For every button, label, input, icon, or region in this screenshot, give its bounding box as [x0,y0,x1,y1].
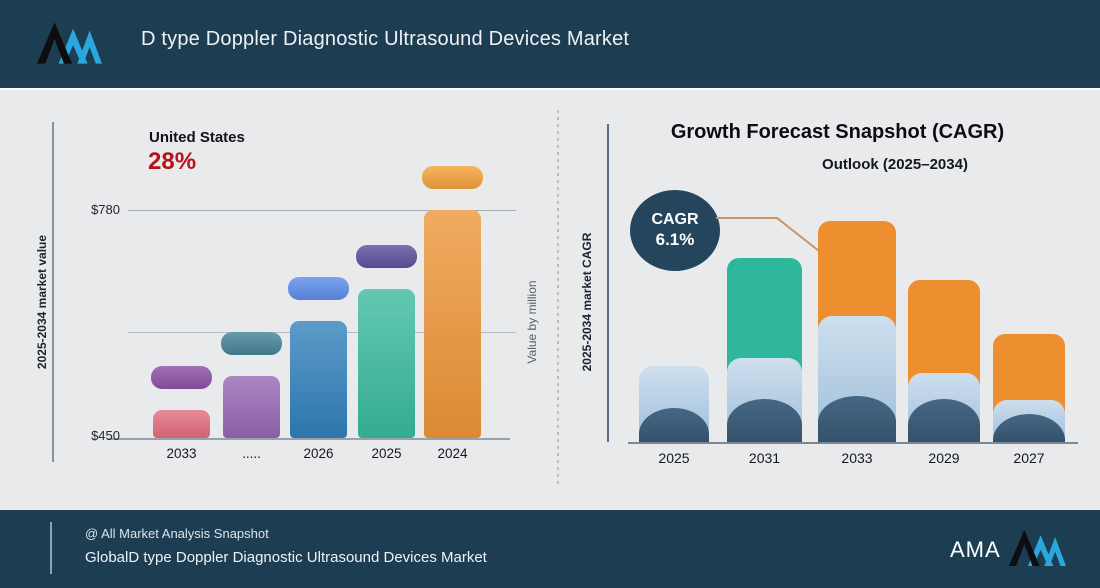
us-x-label: 2024 [437,446,468,461]
us-bar [358,289,415,438]
cagr-x-axis-line [628,442,1078,444]
us-bar-cap [151,366,212,390]
header-bar: D type Doppler Diagnostic Ultrasound Dev… [0,0,1100,88]
us-bar-cap [356,245,417,269]
us-region-label: United States [149,129,245,146]
us-bar [424,210,481,438]
cagr-x-label: 2031 [748,450,781,466]
us-bar [223,375,280,438]
cagr-chart-subtitle: Outlook (2025–2034) [822,156,968,173]
cagr-badge: CAGR 6.1% [630,190,720,271]
us-bar-cap [288,276,349,300]
us-right-axis-title: Value by million [525,280,539,364]
us-y-axis-title: 2025-2034 market value [35,234,49,370]
cagr-x-label: 2027 [1013,450,1045,466]
page-title: D type Doppler Diagnostic Ultrasound Dev… [141,28,630,50]
footer-credit: @ All Market Analysis Snapshot [85,526,269,541]
us-y-axis-line [52,122,54,462]
us-gridline-780 [128,210,516,211]
cagr-bar-base [908,398,980,442]
cagr-x-label: 2025 [658,450,690,466]
cagr-bar-base [818,396,896,442]
cagr-y-axis-line [607,124,609,442]
us-bar [290,320,347,438]
cagr-chart-title: Growth Forecast Snapshot (CAGR) [670,121,1005,143]
cagr-x-label: 2029 [928,450,960,466]
footer-brand-text: AMA [950,537,1001,562]
us-bar-cap [221,331,282,355]
us-highlight-value: 28% [148,148,197,175]
cagr-plot: 2025 2031 2033 2029 2027 [630,192,1078,466]
cagr-y-axis-title: 2025-2034 market CAGR [580,232,594,372]
us-x-label: 2033 [166,446,197,461]
cagr-x-label: 2033 [841,450,873,466]
footer-ama-logo-icon [1008,529,1066,567]
cagr-badge-value: 6.1% [655,230,695,249]
us-x-label: ..... [242,446,261,461]
us-plot: 2033..... 2026 2025 2024 [115,162,517,461]
us-tick-450: $450 [91,428,120,443]
us-bar-cap [422,166,483,189]
us-x-axis-line [108,438,510,440]
footer-bar: @ All Market Analysis Snapshot GlobalD t… [0,510,1100,588]
panel-divider [557,110,559,488]
footer-divider-line [50,522,52,574]
footer-subtitle: GlobalD type Doppler Diagnostic Ultrasou… [85,549,487,566]
cagr-badge-label: CAGR [651,211,699,228]
cagr-bar-base [639,408,709,442]
us-x-label: 2025 [371,446,402,461]
cagr-bar-base [727,398,802,442]
us-bar [153,410,210,438]
ama-logo-icon [37,22,102,64]
us-tick-780: $780 [91,202,120,217]
content-area: 2025-2034 market value United States 28%… [0,88,1100,510]
us-x-label: 2026 [303,446,334,461]
